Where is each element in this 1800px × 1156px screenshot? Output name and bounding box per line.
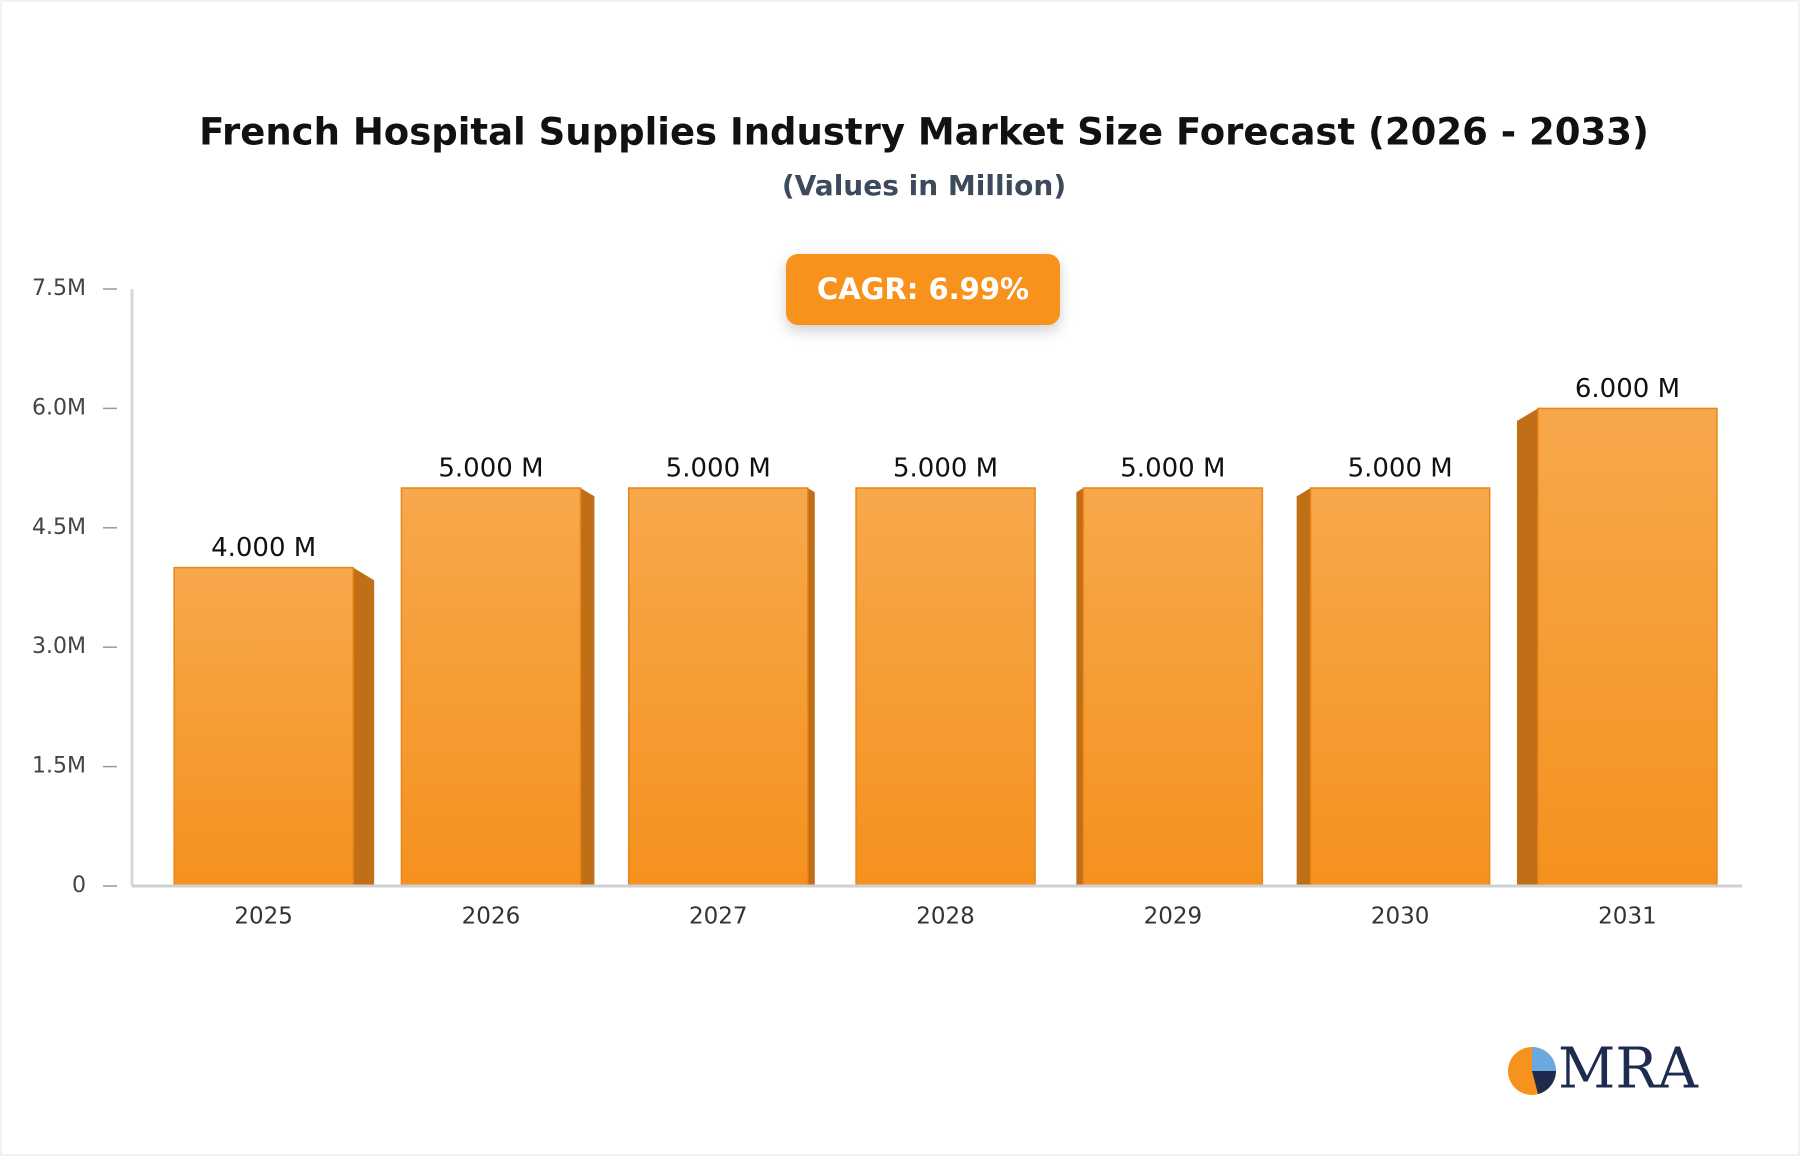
x-tick-label: 2026 [462,904,521,930]
value-label: 5.000 M [1120,454,1225,484]
cagr-label: CAGR: 6.99% [817,272,1029,306]
bar [173,566,354,887]
value-label: 5.000 M [438,454,543,484]
bar-side [1516,408,1538,886]
bar [400,487,582,887]
value-label: 5.000 M [666,454,771,484]
bar [1537,407,1718,887]
logo: MRA [1508,1037,1699,1102]
y-tick-label: 7.5M [32,276,86,301]
bar-side [807,488,815,886]
bar-side [353,567,375,886]
logo-slice [1532,1047,1556,1071]
x-tick-label: 2028 [916,904,975,930]
logo-slice [1532,1071,1556,1094]
y-tick-label: 1.5M [32,754,86,779]
x-tick-label: 2025 [234,904,293,930]
bar [1082,487,1264,887]
bar-side [1076,488,1084,886]
bar [1309,487,1491,887]
x-tick-label: 2031 [1598,904,1657,930]
value-label: 6.000 M [1575,374,1680,404]
y-tick-label: 0 [72,873,86,898]
y-tick-label: 6.0M [32,395,86,420]
bar-side [580,488,595,886]
chart-title: French Hospital Supplies Industry Market… [199,111,1649,154]
bar [855,487,1036,887]
chart-subtitle: (Values in Million) [782,169,1066,202]
x-tick-label: 2030 [1371,904,1430,930]
cagr-badge [786,254,1060,325]
value-label: 5.000 M [893,454,998,484]
value-label: 5.000 M [1348,454,1453,484]
x-tick-label: 2027 [689,904,748,930]
value-label: 4.000 M [211,533,316,563]
bar-side [1296,488,1311,886]
y-tick-label: 4.5M [32,515,86,540]
y-tick-label: 3.0M [32,634,86,659]
logo-text: MRA [1558,1037,1699,1102]
bar [628,487,809,887]
x-tick-label: 2029 [1144,904,1203,930]
